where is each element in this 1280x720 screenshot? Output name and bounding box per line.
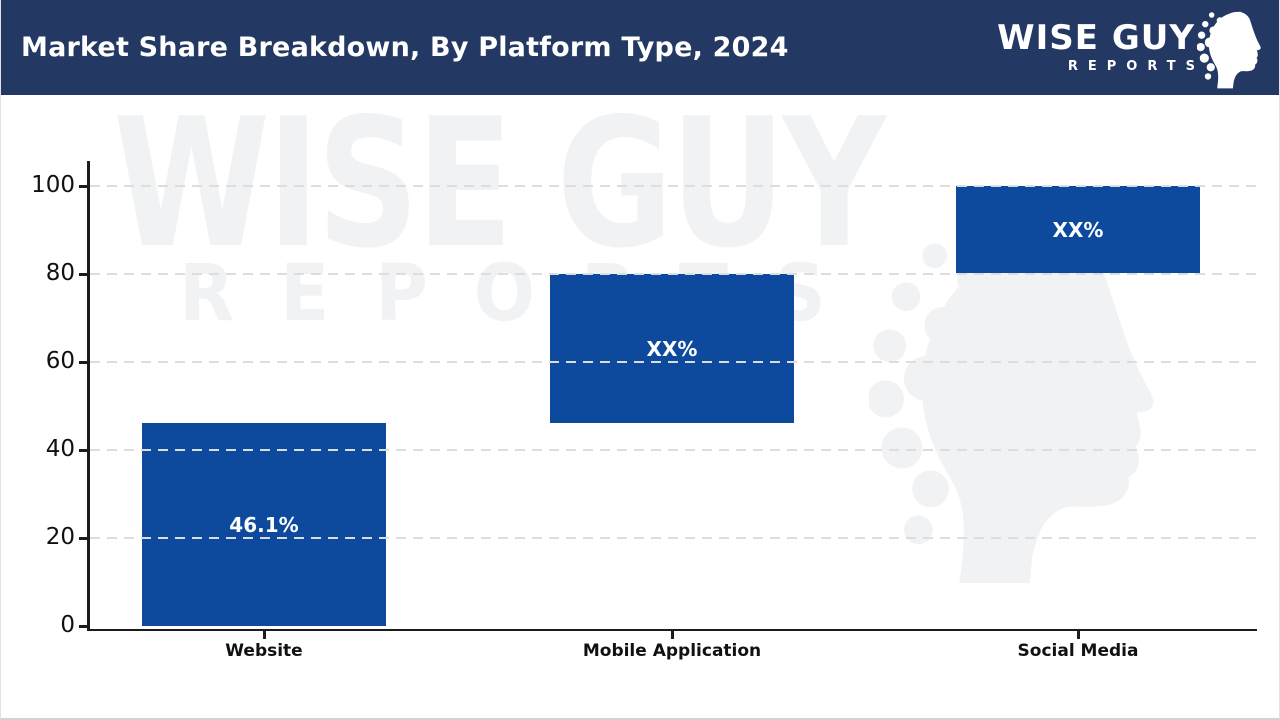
bar-mobile-application: XX%	[550, 274, 794, 424]
x-tick-3	[1077, 631, 1080, 639]
gridline-20	[90, 537, 1257, 539]
x-axis	[87, 628, 1257, 631]
header-bar: Market Share Breakdown, By Platform Type…	[1, 0, 1279, 95]
brand-name: WISE GUY	[997, 18, 1195, 58]
gridline-100	[90, 185, 1257, 187]
x-tick-2	[671, 631, 674, 639]
page-title: Market Share Breakdown, By Platform Type…	[21, 32, 789, 63]
brand-logo: WISE GUY REPORTS	[997, 7, 1263, 89]
dotted-head-profile-icon	[1197, 7, 1263, 89]
plot: 0 20 40 60 80 100 46.1% XX% XX% Website Mobile App…	[1, 95, 1279, 718]
y-tick-60	[79, 361, 87, 364]
brand-logo-text: WISE GUY REPORTS	[997, 21, 1195, 74]
gridline-40	[90, 449, 1257, 451]
bar-website: 46.1%	[142, 423, 386, 626]
x-tick-label-3: Social Media	[1017, 640, 1139, 661]
y-tick-label-60: 60	[45, 348, 75, 374]
gridline-80	[90, 273, 1257, 275]
y-tick-0	[79, 625, 87, 628]
x-tick-label-1: Website	[225, 640, 303, 661]
y-tick-label-80: 80	[45, 260, 75, 286]
x-tick-label-2: Mobile Application	[582, 640, 762, 661]
bar-social-media: XX%	[956, 186, 1200, 274]
y-tick-80	[79, 273, 87, 276]
bar-value-label: XX%	[646, 336, 698, 361]
y-tick-100	[79, 185, 87, 188]
y-tick-label-0: 0	[60, 612, 75, 638]
x-tick-1	[263, 631, 266, 639]
y-tick-label-40: 40	[45, 436, 75, 462]
chart-area: WISE GUY REPORTS 0 20 40 60 80 100 46.1% XX% XX%…	[1, 95, 1279, 718]
bar-value-label: 46.1%	[229, 512, 299, 537]
y-tick-label-20: 20	[45, 524, 75, 550]
brand-subname: REPORTS	[1067, 59, 1205, 74]
y-tick-label-100: 100	[31, 172, 75, 198]
y-tick-40	[79, 449, 87, 452]
gridline-60	[90, 361, 1257, 363]
y-axis	[87, 161, 90, 631]
bar-value-label: XX%	[1052, 217, 1104, 242]
y-tick-20	[79, 537, 87, 540]
